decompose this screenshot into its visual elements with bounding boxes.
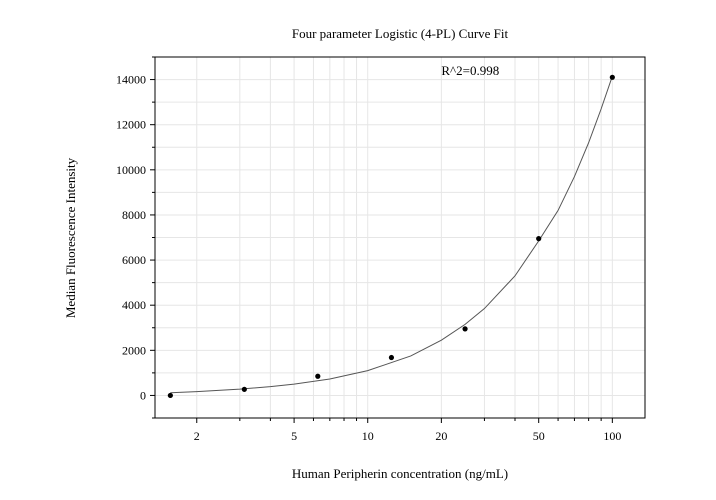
y-tick-label: 8000: [122, 208, 146, 222]
x-axis-label: Human Peripherin concentration (ng/mL): [292, 466, 508, 481]
y-tick-label: 6000: [122, 253, 146, 267]
x-tick-label: 20: [435, 429, 447, 443]
data-point: [536, 236, 542, 242]
axis-ticks: 2 5 10 20 50 100 0 2000 4000 6000 8000 10000 12000 14…: [116, 56, 621, 443]
x-tick-label: 50: [533, 429, 545, 443]
data-point: [167, 392, 173, 399]
y-tick-label: 4000: [122, 298, 146, 312]
fit-curve-layer: [170, 76, 613, 394]
data-point: [609, 74, 615, 80]
x-tick-label: 10: [362, 429, 374, 443]
r-squared-annotation: R^2=0.998: [441, 63, 499, 78]
y-tick-label: 10000: [116, 163, 146, 177]
x-tick-label: 2: [194, 429, 200, 443]
y-tick-label: 14000: [116, 73, 146, 87]
grid: [155, 56, 645, 419]
x-tick-label: 5: [291, 429, 297, 443]
fit-curve: [170, 76, 613, 394]
chart-title: Four parameter Logistic (4-PL) Curve Fit: [292, 26, 509, 41]
data-point: [241, 386, 247, 392]
data-point: [315, 373, 321, 379]
data-point: [462, 326, 468, 332]
data-points: [167, 74, 615, 399]
y-axis-label: Median Fluorescence Intensity: [63, 157, 78, 318]
y-tick-label: 0: [140, 388, 146, 402]
data-point: [388, 354, 395, 361]
y-tick-label: 2000: [122, 343, 146, 357]
y-tick-label: 12000: [116, 118, 146, 132]
x-tick-label: 100: [603, 429, 621, 443]
